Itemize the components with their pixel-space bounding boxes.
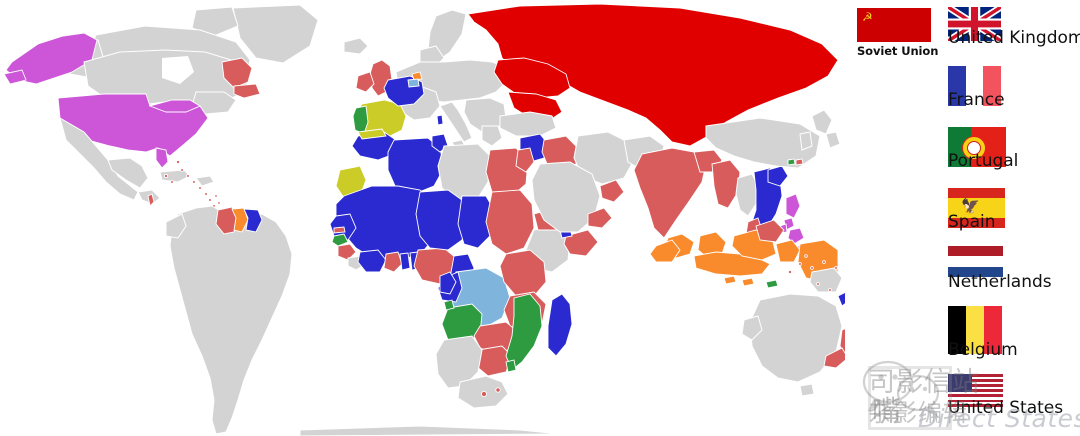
portugal-shield-icon [967, 141, 981, 155]
region-south-america [165, 205, 293, 435]
legend-label-france: France [948, 90, 1005, 110]
netherlands-flag [948, 246, 1003, 277]
united-states-flag [948, 374, 1003, 407]
spain-flag: 🦅 [948, 188, 1005, 228]
belgium-flag [948, 306, 1002, 354]
spain-eagle-icon: 🦅 [961, 197, 980, 215]
legend-label-united-kingdom: United Kingdom [948, 28, 1080, 48]
us-canton-icon [948, 374, 972, 392]
soviet-union-flag: ☭ [857, 8, 931, 42]
region-asia [499, 109, 843, 293]
hammer-sickle-icon: ☭ [862, 10, 873, 24]
legend-label-spain: Spain [948, 212, 996, 232]
map-legend: ☭ Soviet Union United Kingdom [845, 0, 1080, 436]
region-oceania [299, 254, 845, 436]
watermark-logo-char: 嘴 [872, 394, 902, 428]
legend-label-belgium: Belgium [948, 340, 1018, 360]
legend-label-soviet-union: Soviet Union [857, 44, 939, 58]
watermark-logo-box [868, 366, 952, 430]
portugal-flag [948, 127, 1006, 167]
region-europe [343, 3, 839, 151]
france-flag [948, 66, 1001, 106]
legend-label-portugal: Portugal [948, 151, 1019, 171]
world-map[interactable]: .land{fill:#d3d3d3;stroke:#ffffff;stroke… [0, 0, 845, 436]
legend-label-united-states: United States [948, 398, 1064, 418]
world-map-svg[interactable]: .land{fill:#d3d3d3;stroke:#ffffff;stroke… [0, 0, 845, 436]
legend-label-netherlands: Netherlands [948, 272, 1052, 292]
united-kingdom-flag [948, 7, 1001, 41]
region-north-america [3, 4, 319, 212]
